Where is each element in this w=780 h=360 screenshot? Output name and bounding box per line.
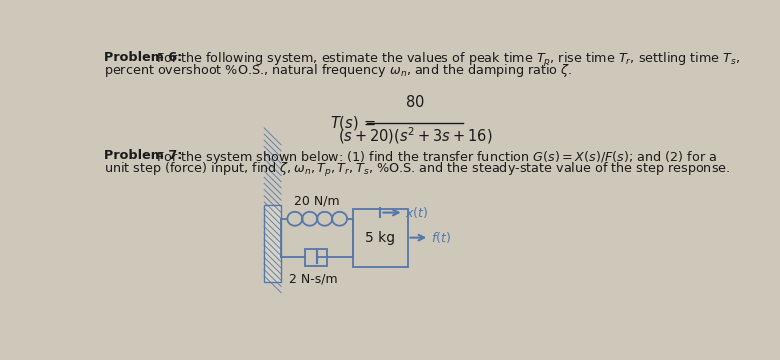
Text: $x(t)$: $x(t)$: [405, 205, 428, 220]
Bar: [264, 205, 281, 282]
Text: Problem 6:: Problem 6:: [104, 51, 182, 64]
Bar: [305, 249, 327, 266]
Text: For the system shown below: (1) find the transfer function $G(s) = X(s)/F(s)$; a: For the system shown below: (1) find the…: [152, 149, 717, 166]
Text: $f(t)$: $f(t)$: [431, 230, 451, 245]
Text: 5 kg: 5 kg: [365, 231, 395, 245]
Text: unit step (force) input, find $\zeta, \omega_n, T_p, T_r, T_s$, %O.S. and the st: unit step (force) input, find $\zeta, \o…: [104, 161, 730, 179]
Text: percent overshoot %O.S., natural frequency $\omega_n$, and the damping ratio $\z: percent overshoot %O.S., natural frequen…: [104, 62, 573, 80]
Text: $(s+20)(s^2+3s+16)$: $(s+20)(s^2+3s+16)$: [338, 126, 492, 146]
Text: 20 N/m: 20 N/m: [294, 195, 340, 208]
Text: For the following system, estimate the values of peak time $T_p$, rise time $T_r: For the following system, estimate the v…: [152, 51, 740, 69]
Text: Problem 7:: Problem 7:: [104, 149, 182, 162]
Text: $T(s)\,=$: $T(s)\,=$: [330, 113, 376, 131]
Text: $80$: $80$: [406, 94, 425, 110]
Text: 2 N-s/m: 2 N-s/m: [289, 273, 338, 285]
Bar: [353, 209, 407, 266]
